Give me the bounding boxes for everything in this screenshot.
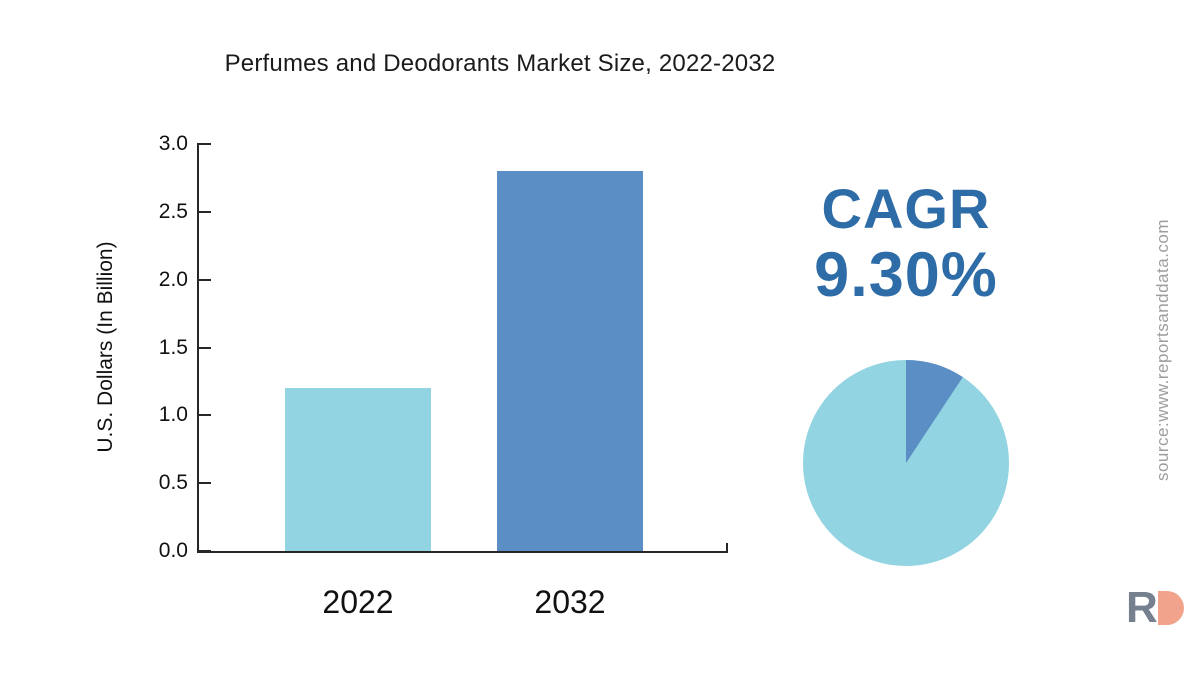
y-tick-label: 0.0 <box>158 539 188 562</box>
cagr-block: CAGR 9.30% <box>706 177 1106 311</box>
logo-letter-r: R <box>1126 583 1158 632</box>
y-tick-mark <box>197 210 211 213</box>
y-tick-label: 1.5 <box>158 335 188 359</box>
chart-title: Perfumes and Deodorants Market Size, 202… <box>224 50 776 77</box>
bar-2022 <box>285 388 431 551</box>
y-tick-mark <box>197 414 211 417</box>
y-tick-label: 0.5 <box>158 471 188 495</box>
y-axis-label: U.S. Dollars (In Billion) <box>94 241 117 453</box>
y-axis-line <box>197 144 199 553</box>
pie-cagr-slice <box>906 360 963 463</box>
cagr-label: CAGR <box>821 177 991 240</box>
x-category-label: 2022 <box>322 584 394 620</box>
y-tick-mark <box>197 550 211 552</box>
y-tick-mark <box>197 346 211 349</box>
y-tick-label: 2.0 <box>158 267 188 291</box>
brand-logo: R <box>1126 583 1184 632</box>
y-tick-label: 1.0 <box>158 403 188 427</box>
x-axis-line <box>197 551 728 553</box>
bar-2032 <box>497 171 643 551</box>
cagr-pie-chart <box>803 360 1009 566</box>
y-tick-mark <box>197 143 211 145</box>
source-attribution: source:www.reportsanddata.com <box>1153 218 1172 482</box>
y-tick-label: 3.0 <box>158 132 188 155</box>
y-tick-mark <box>197 482 211 485</box>
cagr-value: 9.30% <box>814 240 998 310</box>
logo-d-shape <box>1157 591 1184 625</box>
x-axis-end-tick <box>726 543 728 552</box>
x-category-label: 2032 <box>534 584 606 620</box>
y-tick-label: 2.5 <box>158 199 188 223</box>
y-tick-mark <box>197 278 211 281</box>
